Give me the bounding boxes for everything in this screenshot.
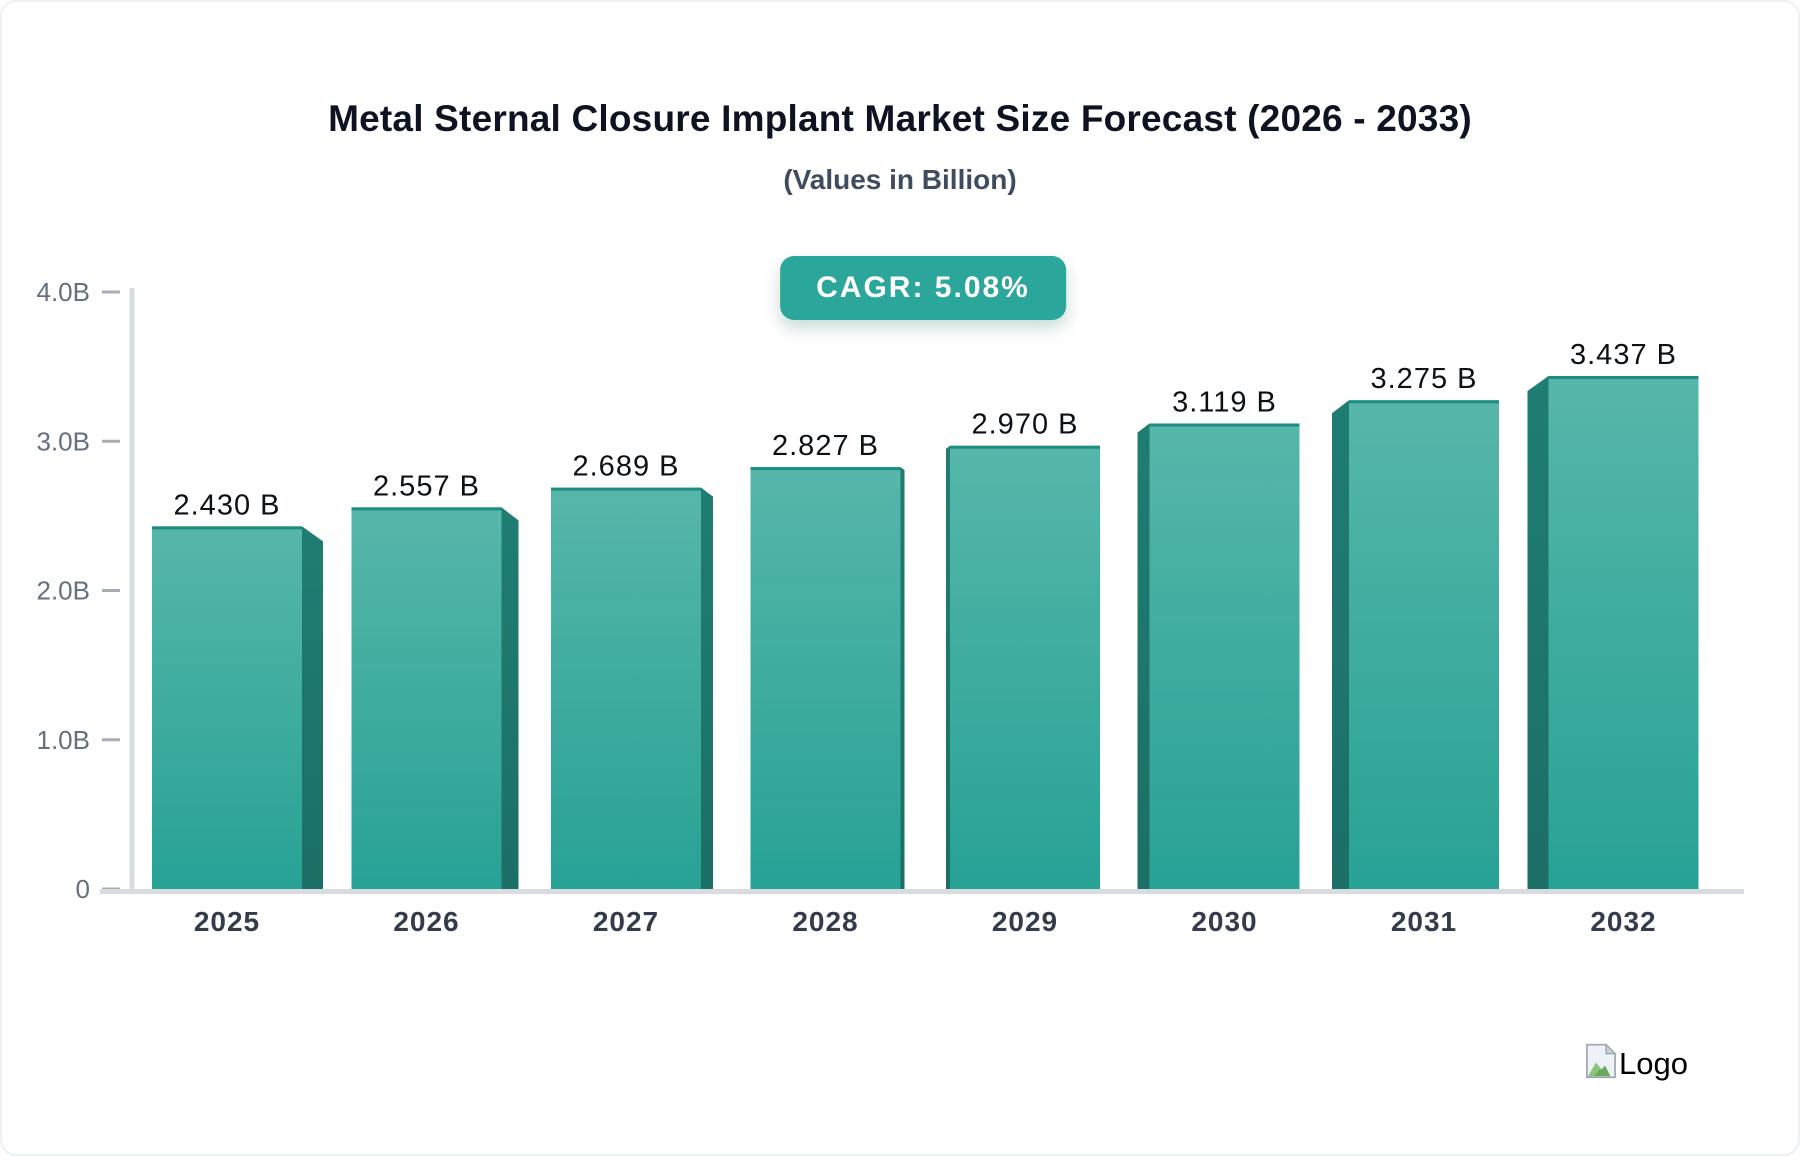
x-axis-label: 2028 bbox=[792, 906, 858, 937]
y-axis-label: 0 bbox=[76, 874, 90, 904]
x-axis-label: 2029 bbox=[992, 906, 1058, 937]
bar-front-face bbox=[152, 526, 302, 889]
bar-front-face bbox=[750, 467, 901, 889]
bar-value-label: 2.689 B bbox=[573, 451, 680, 483]
bar-value-label: 2.970 B bbox=[972, 409, 1079, 441]
bar-2028[interactable] bbox=[750, 467, 905, 889]
bar-front-face bbox=[551, 487, 701, 889]
bar-2029[interactable] bbox=[946, 445, 1100, 889]
bar-value-label: 2.557 B bbox=[373, 470, 480, 502]
logo: Logo bbox=[1585, 1042, 1688, 1086]
y-axis-label: 3.0B bbox=[37, 426, 91, 456]
x-axis-label: 2031 bbox=[1391, 906, 1457, 937]
bar-value-label: 3.275 B bbox=[1371, 363, 1478, 395]
bar-front-face bbox=[1349, 400, 1499, 889]
bar-value-label: 3.437 B bbox=[1570, 339, 1677, 371]
bar-side-face bbox=[1137, 423, 1150, 889]
x-axis-label: 2027 bbox=[593, 906, 659, 937]
chart-title: Metal Sternal Closure Implant Market Siz… bbox=[328, 98, 1472, 139]
bar-front-face bbox=[1149, 423, 1300, 889]
y-axis-label: 2.0B bbox=[37, 576, 91, 606]
bar-2031[interactable] bbox=[1332, 400, 1499, 889]
cagr-badge: CAGR: 5.08% bbox=[780, 256, 1066, 320]
bar-side-face bbox=[1332, 400, 1349, 889]
bar-2027[interactable] bbox=[551, 487, 713, 889]
bar-value-label: 3.119 B bbox=[1172, 386, 1277, 418]
bar-value-label: 2.827 B bbox=[772, 430, 879, 462]
logo-alt-text: Logo bbox=[1619, 1046, 1688, 1081]
broken-image-icon bbox=[1586, 1043, 1617, 1079]
bar-front-face bbox=[950, 445, 1100, 889]
bar-front-face bbox=[1548, 376, 1699, 890]
bar-side-face bbox=[1527, 376, 1549, 890]
bar-front-face bbox=[351, 507, 502, 889]
bar-2026[interactable] bbox=[351, 507, 519, 889]
chart-subtitle: (Values in Billion) bbox=[783, 164, 1017, 195]
bar-2030[interactable] bbox=[1137, 423, 1300, 889]
bar-2025[interactable] bbox=[152, 526, 323, 889]
x-axis-label: 2026 bbox=[393, 906, 459, 937]
bar-side-face bbox=[900, 467, 905, 889]
y-axis-label: 4.0B bbox=[37, 277, 91, 307]
bar-2032[interactable] bbox=[1527, 376, 1699, 890]
x-axis-label: 2032 bbox=[1590, 906, 1656, 937]
x-axis-label: 2030 bbox=[1191, 906, 1257, 937]
bar-value-label: 2.430 B bbox=[174, 489, 281, 521]
bar-side-face bbox=[946, 445, 950, 889]
bar-side-face bbox=[302, 526, 323, 889]
bar-side-face bbox=[701, 487, 713, 889]
x-axis-label: 2025 bbox=[194, 906, 260, 937]
y-axis-label: 1.0B bbox=[37, 725, 91, 755]
bar-side-face bbox=[501, 507, 519, 889]
